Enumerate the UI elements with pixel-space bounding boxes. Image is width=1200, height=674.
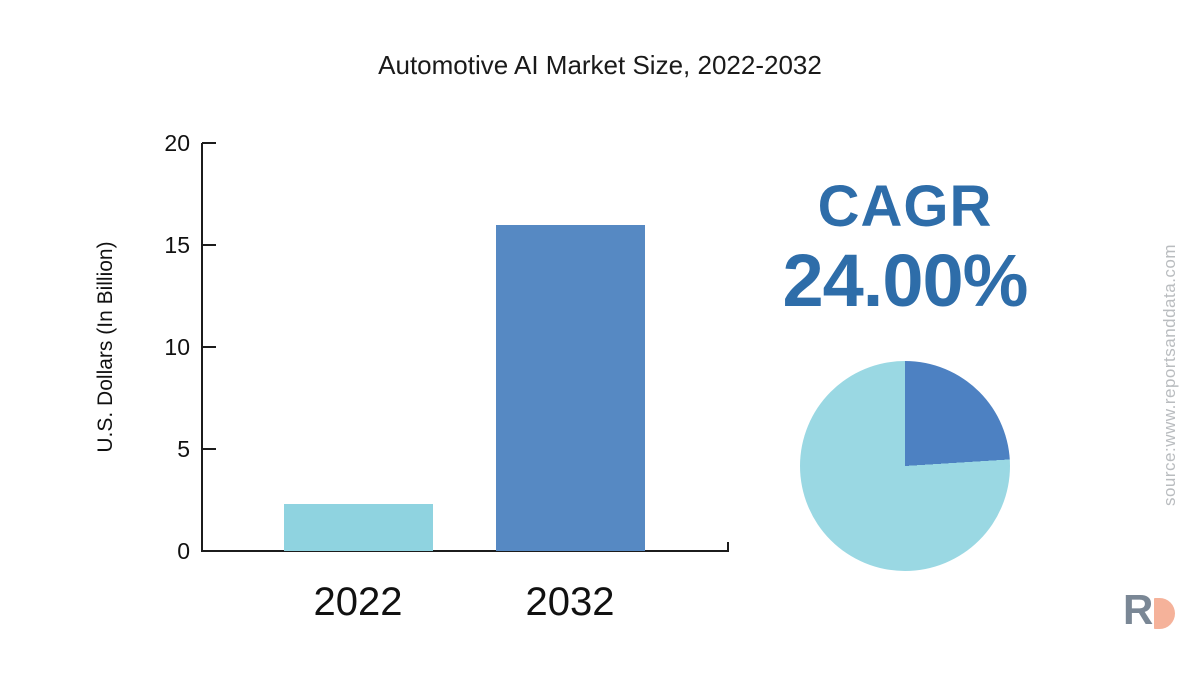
y-tick-mark [202,550,216,552]
y-tick-mark [202,142,216,144]
x-axis-line [201,550,729,552]
y-tick-label: 15 [164,232,190,258]
x-category-label: 2032 [525,580,615,624]
y-tick-mark [202,244,216,246]
cagr-value: 24.00% [782,239,1029,322]
cagr-label: CAGR [817,174,993,239]
cagr-annotation: CAGR 24.00% [755,178,1055,318]
y-axis-title: U.S. Dollars (In Billion) [94,241,117,453]
x-axis-end-tick [727,542,729,551]
y-tick-mark [202,346,216,348]
y-tick-mark [202,448,216,450]
chart-title: Automotive AI Market Size, 2022-2032 [378,50,822,80]
reportsanddata-logo: R [1123,586,1176,633]
y-tick-label: 20 [164,130,190,156]
y-tick-label: 0 [177,538,190,564]
source-note: source:www.reportsanddata.com [1160,243,1179,507]
x-category-label: 2022 [313,580,403,624]
logo-d-icon [1154,598,1176,629]
bar-2022 [283,504,433,551]
bar-2032 [495,224,645,551]
pie-chart [800,361,1010,571]
y-tick-label: 10 [164,334,190,360]
logo-letter-r: R [1123,586,1154,633]
y-tick-label: 5 [177,436,190,462]
